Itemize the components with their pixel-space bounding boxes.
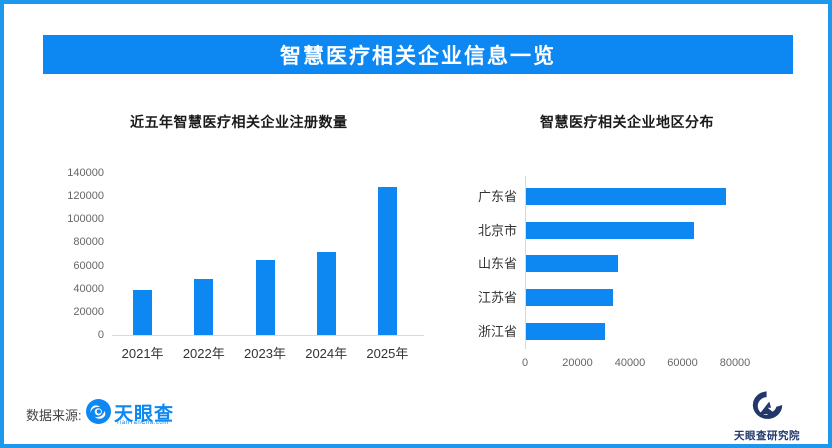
bar-浙江省 xyxy=(526,322,605,340)
bar-江苏省 xyxy=(526,289,613,307)
research-institute-mountain-icon xyxy=(752,391,782,419)
bar-2024年 xyxy=(316,251,336,335)
y-tick-label: 100000 xyxy=(67,213,104,226)
y-tick-label: 60000 xyxy=(73,259,104,272)
tianyancha-logo: 天眼查 TianYanCha.com xyxy=(86,398,196,430)
y-tick-label: 120000 xyxy=(67,190,104,203)
research-institute-label: 天眼查研究院 xyxy=(734,430,800,442)
x-tick-label: 0 xyxy=(521,357,529,369)
bar-2025年 xyxy=(377,186,397,335)
region-bar-chart: 广东省北京市山东省江苏省浙江省 0 20000 40000 60000 80000 xyxy=(460,170,820,380)
category-label: 江苏省 xyxy=(477,290,517,306)
bar-2021年 xyxy=(133,289,153,335)
x-tick-label: 20000 xyxy=(562,357,593,369)
x-axis-line xyxy=(112,335,424,336)
bar-山东省 xyxy=(526,255,618,273)
category-label: 浙江省 xyxy=(477,323,517,339)
research-institute-logo: 天眼查研究院 xyxy=(727,390,807,442)
x-tick-label: 80000 xyxy=(719,357,751,369)
x-category-label: 2021年 xyxy=(121,346,164,361)
bar-北京市 xyxy=(526,221,694,239)
x-category-label: 2025年 xyxy=(366,346,409,361)
bar-2022年 xyxy=(194,279,214,335)
x-tick-label: 60000 xyxy=(667,357,698,369)
y-tick-label: 0 xyxy=(97,329,104,341)
tianyancha-eye-icon xyxy=(86,399,111,424)
y-tick-label: 140000 xyxy=(67,167,104,179)
y-tick-label: 40000 xyxy=(73,282,104,295)
category-label: 北京市 xyxy=(477,222,517,238)
region-chart-title: 智慧医疗相关企业地区分布 xyxy=(540,114,714,130)
x-category-label: 2022年 xyxy=(182,346,225,361)
page-title: 智慧医疗相关企业信息一览 xyxy=(43,35,793,74)
y-tick-label: 80000 xyxy=(73,236,104,249)
category-label: 山东省 xyxy=(477,256,517,272)
registrations-bar-chart: 0 20000 40000 60000 80000 100000 120000 140000 2… xyxy=(56,160,424,368)
registrations-chart-title: 近五年智慧医疗相关企业注册数量 xyxy=(130,114,348,130)
x-tick-label: 40000 xyxy=(614,357,646,369)
category-label: 广东省 xyxy=(477,189,517,204)
y-tick-label: 20000 xyxy=(73,305,104,318)
data-source-label: 数据来源: xyxy=(26,408,82,423)
bar-广东省 xyxy=(526,188,726,205)
y-axis-line xyxy=(525,176,526,349)
bar-2023年 xyxy=(255,259,275,335)
tianyancha-logo-url-text: TianYanCha.com xyxy=(116,420,169,426)
x-category-label: 2023年 xyxy=(244,346,286,361)
x-category-label: 2024年 xyxy=(305,346,348,361)
tianyancha-logo-text: 天眼查 xyxy=(114,404,175,425)
